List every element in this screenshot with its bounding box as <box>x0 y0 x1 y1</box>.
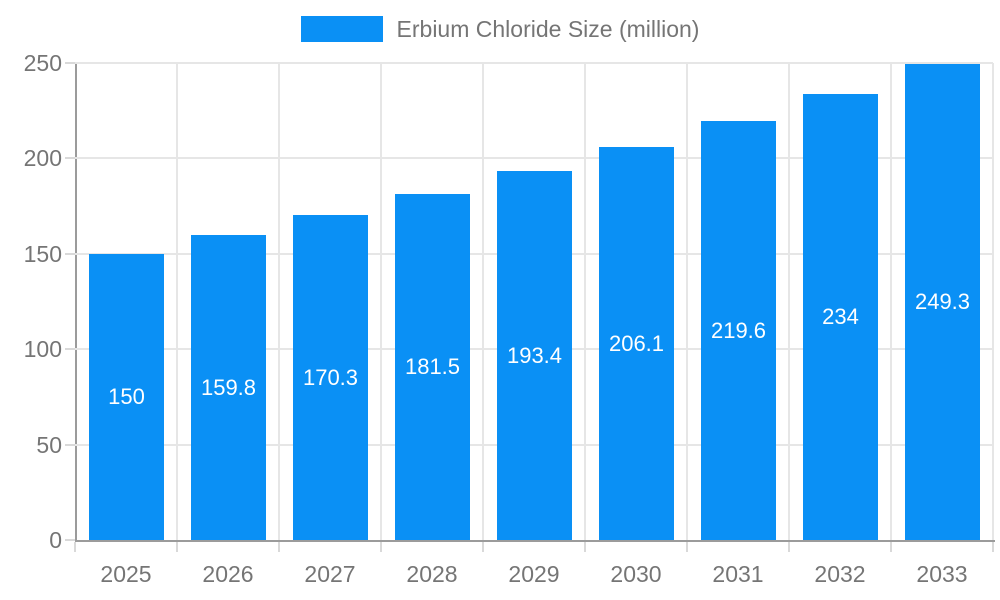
bar-value-label: 170.3 <box>302 364 359 390</box>
x-axis-tick <box>788 542 790 552</box>
x-axis-tick <box>74 542 76 552</box>
bar-value-label: 159.8 <box>200 374 257 400</box>
bar-value-label: 234 <box>822 304 859 329</box>
bar[interactable]: 234 <box>803 94 878 540</box>
bar[interactable]: 181.5 <box>395 194 470 540</box>
x-axis-tick <box>482 542 484 552</box>
y-axis-label: 0 <box>49 527 62 553</box>
legend-label: Erbium Chloride Size (million) <box>396 15 700 42</box>
x-axis-label: 2032 <box>814 561 866 587</box>
x-axis-label: 2031 <box>712 561 764 587</box>
y-axis-label: 150 <box>23 240 62 267</box>
x-axis-tick <box>584 542 586 552</box>
y-axis-tick <box>65 348 75 351</box>
x-axis-label: 2029 <box>508 561 560 587</box>
y-axis-tick <box>65 539 75 541</box>
y-axis-tick <box>65 443 75 446</box>
legend[interactable]: Erbium Chloride Size (million) <box>0 13 1000 45</box>
x-axis-tick <box>176 542 178 552</box>
x-axis-tick <box>686 542 688 552</box>
y-axis-label: 200 <box>23 145 62 172</box>
x-axis-label: 2033 <box>916 561 968 587</box>
bar-value-label: 181.5 <box>404 354 461 379</box>
y-axis-label: 50 <box>36 431 62 458</box>
bar-value-label: 219.6 <box>710 317 767 343</box>
x-axis-tick <box>890 542 892 552</box>
legend-swatch <box>300 16 383 42</box>
x-axis-label: 2025 <box>100 561 152 587</box>
bar[interactable]: 206.1 <box>599 147 674 540</box>
x-axis-label: 2026 <box>202 561 254 587</box>
plot-area <box>75 63 995 542</box>
bar[interactable]: 150 <box>89 254 164 540</box>
y-axis-tick <box>65 252 75 255</box>
bar[interactable]: 170.3 <box>293 215 368 540</box>
y-axis-tick <box>65 62 75 64</box>
bar-value-label: 150 <box>108 384 145 409</box>
y-axis-label: 250 <box>23 50 62 76</box>
x-axis-tick <box>380 542 382 552</box>
bar[interactable]: 219.6 <box>701 121 776 540</box>
x-axis-label: 2028 <box>406 561 458 587</box>
bar-value-label: 206.1 <box>608 330 665 356</box>
y-axis-tick <box>65 157 75 160</box>
bar[interactable]: 193.4 <box>497 171 572 540</box>
bar[interactable]: 249.3 <box>905 64 980 540</box>
x-axis-label: 2027 <box>304 561 356 587</box>
x-axis-label: 2030 <box>610 561 662 587</box>
bar[interactable]: 159.8 <box>191 235 266 540</box>
y-axis-label: 100 <box>23 336 62 363</box>
x-axis-tick <box>278 542 280 552</box>
bar-value-label: 249.3 <box>914 289 971 314</box>
x-axis-tick <box>992 542 994 552</box>
bar-value-label: 193.4 <box>506 342 563 368</box>
